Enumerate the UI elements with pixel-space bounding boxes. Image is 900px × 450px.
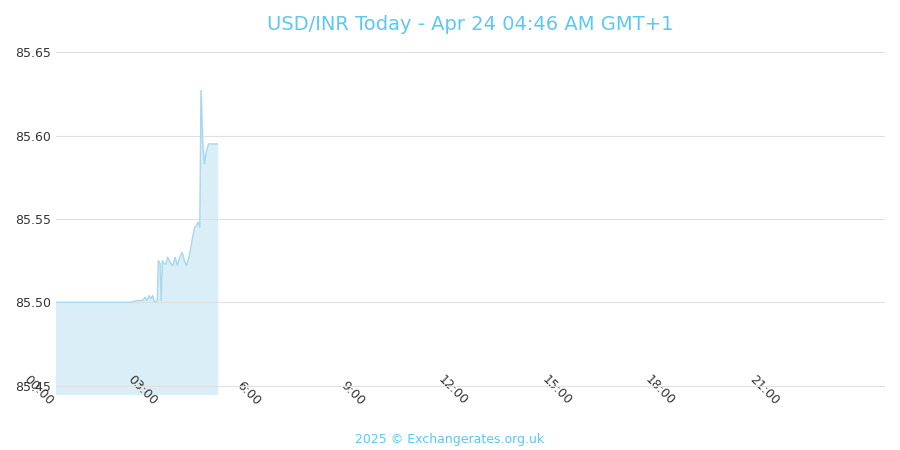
- Title: USD/INR Today - Apr 24 04:46 AM GMT+1: USD/INR Today - Apr 24 04:46 AM GMT+1: [267, 15, 674, 34]
- Text: 2025 © Exchangerates.org.uk: 2025 © Exchangerates.org.uk: [356, 432, 544, 446]
